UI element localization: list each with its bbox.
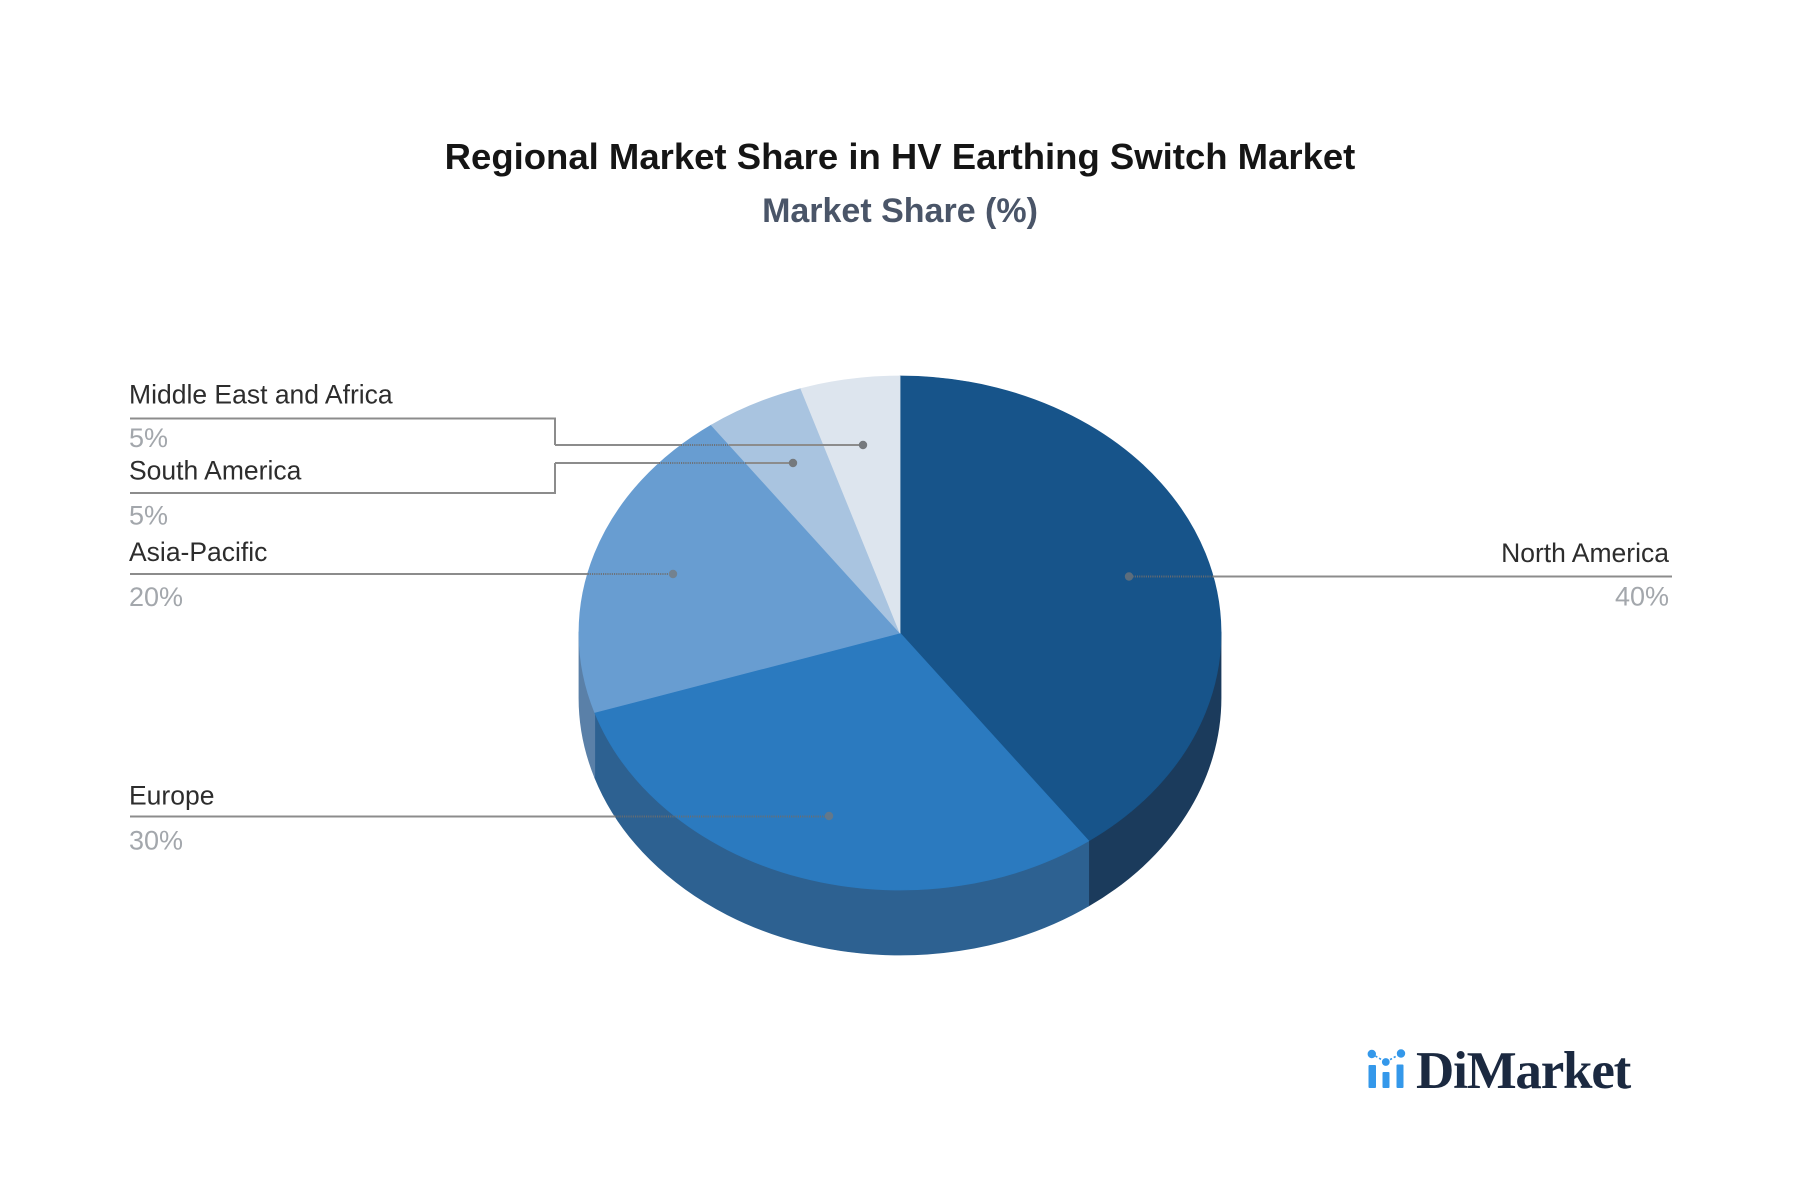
- svg-text:Asia-Pacific: Asia-Pacific: [129, 537, 267, 567]
- svg-text:5%: 5%: [129, 423, 168, 453]
- svg-text:DiMarket: DiMarket: [1416, 1042, 1632, 1100]
- svg-text:North America: North America: [1501, 538, 1669, 568]
- svg-text:40%: 40%: [1615, 582, 1669, 612]
- svg-text:Europe: Europe: [129, 781, 214, 811]
- svg-text:30%: 30%: [129, 826, 183, 856]
- svg-text:Market Share (%): Market Share (%): [762, 192, 1038, 230]
- svg-text:South America: South America: [129, 456, 302, 486]
- svg-text:Middle East and Africa: Middle East and Africa: [129, 380, 393, 410]
- svg-text:20%: 20%: [129, 582, 183, 612]
- svg-text:5%: 5%: [129, 501, 168, 531]
- svg-text:Regional Market Share in HV Ea: Regional Market Share in HV Earthing Swi…: [445, 136, 1356, 177]
